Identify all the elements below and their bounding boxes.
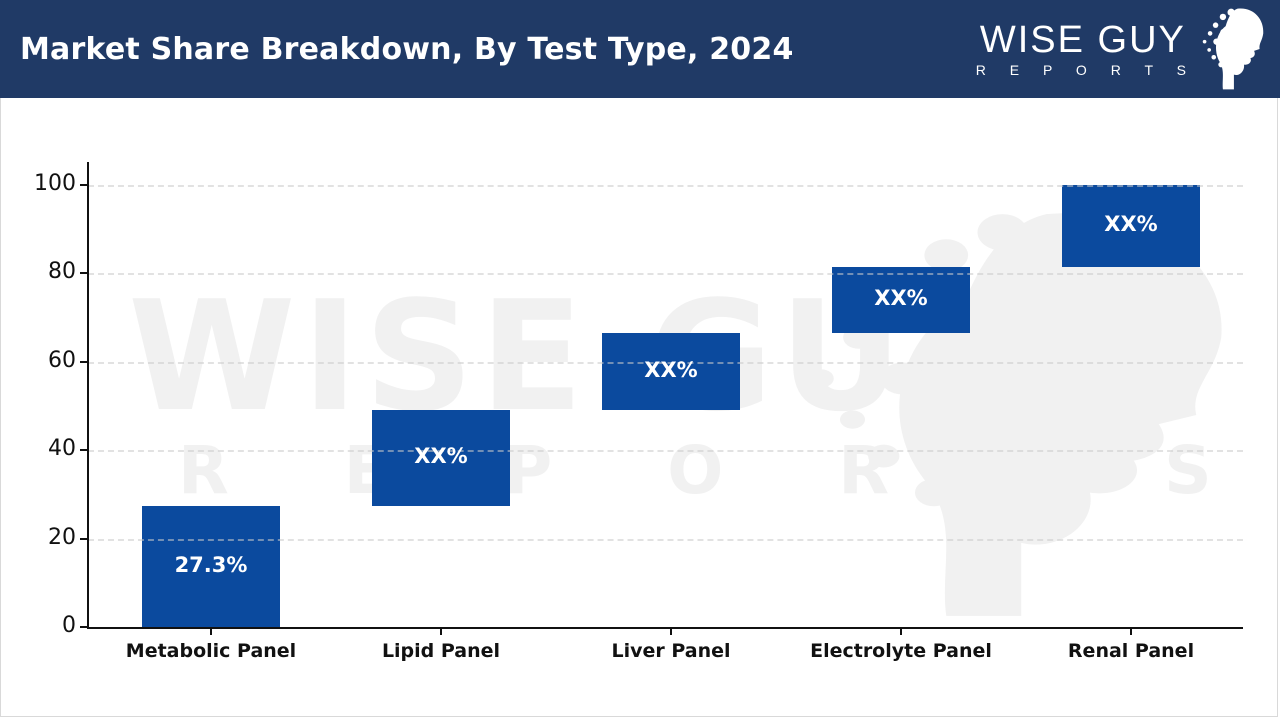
x-tick-mark [440,628,442,635]
gridline [88,450,1243,453]
y-tick-label: 80 [48,259,76,285]
logo-wordmark: WISE GUY [979,19,1186,61]
bar-value-label: XX% [1104,211,1158,236]
bar-value-label: XX% [644,357,698,382]
bar-segment [142,506,280,627]
y-tick-label: 40 [48,436,76,462]
y-tick-mark [80,626,88,628]
x-axis-line [87,627,1243,629]
bar-segment [602,333,740,411]
chart-title: Market Share Breakdown, By Test Type, 20… [20,31,794,67]
bar-value-label: XX% [414,444,468,469]
header-band: Market Share Breakdown, By Test Type, 20… [0,0,1280,98]
bar-segment [372,410,510,507]
bar-segment [832,266,970,334]
y-tick-mark [80,360,88,363]
y-tick-label: 20 [48,524,76,550]
x-category-label: Metabolic Panel [125,640,297,662]
y-tick-label: 100 [34,171,76,196]
bar-value-label: XX% [874,285,928,310]
wise-guy-reports-logo: WISE GUY R E P O R T S [970,6,1280,92]
gridline [88,185,1243,187]
bar-segment [1062,185,1200,267]
x-category-label: Electrolyte Panel [810,640,992,662]
x-category-label: Renal Panel [1067,640,1195,662]
y-tick-mark [80,537,88,540]
y-tick-label: 60 [48,347,76,373]
y-tick-label: 0 [62,613,76,638]
y-tick-mark [80,184,88,186]
y-tick-mark [80,449,88,452]
logo-subtitle: R E P O R T S [975,62,1196,78]
gridline [88,273,1243,276]
gridline [88,361,1243,364]
x-category-label: Liver Panel [611,640,731,662]
x-category-label: Lipid Panel [381,640,501,662]
x-tick-mark [670,628,672,635]
dotted-head-icon [1202,8,1264,90]
x-tick-mark [210,628,212,635]
y-tick-mark [80,272,88,275]
x-tick-mark [1130,628,1132,635]
x-tick-mark [900,628,902,635]
logo-text: WISE GUY R E P O R T S [970,21,1196,77]
gridline [88,538,1243,541]
y-axis-line [87,162,89,629]
bar-value-label: 27.3% [174,552,248,577]
